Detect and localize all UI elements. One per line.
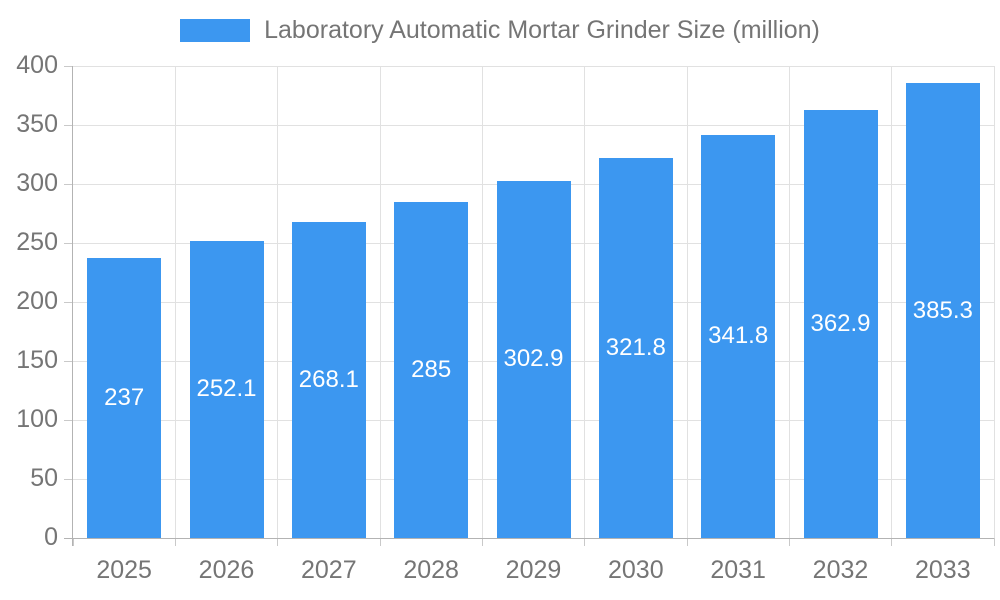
gridline-horizontal [73, 124, 994, 126]
y-axis-tick [64, 419, 73, 421]
bar[interactable] [803, 109, 878, 538]
gridline-vertical [993, 66, 995, 538]
gridline-vertical [174, 66, 176, 538]
y-axis-tick [64, 242, 73, 244]
y-axis-tick-label: 0 [44, 523, 58, 551]
x-axis-tick [788, 538, 790, 546]
x-axis-tick [584, 538, 586, 546]
bar[interactable] [291, 221, 366, 538]
gridline-horizontal [73, 65, 994, 67]
y-axis-tick-label: 50 [30, 464, 58, 492]
x-axis-line [64, 538, 994, 539]
x-axis-tick [891, 538, 893, 546]
y-axis-tick [64, 478, 73, 480]
bar-value-label: 321.8 [605, 334, 666, 362]
gridline-vertical [277, 66, 279, 538]
y-axis-tick-label: 400 [16, 51, 58, 79]
y-axis-tick-label: 300 [16, 169, 58, 197]
y-axis-tick [64, 301, 73, 303]
y-axis-tick [64, 124, 73, 126]
y-axis-tick [64, 183, 73, 185]
bar[interactable] [189, 240, 264, 538]
y-axis-tick-label: 250 [16, 228, 58, 256]
x-axis-label: 2030 [608, 556, 664, 584]
bar-value-label: 385.3 [912, 296, 973, 324]
x-axis-tick [993, 538, 995, 546]
bar[interactable] [394, 201, 469, 538]
gridline-vertical [584, 66, 586, 538]
y-axis-tick [64, 65, 73, 67]
x-axis-label: 2031 [710, 556, 766, 584]
x-axis-label: 2029 [505, 556, 562, 584]
x-axis-label: 2026 [198, 556, 255, 584]
y-axis-tick-label: 100 [16, 405, 58, 433]
y-axis-line [72, 66, 73, 546]
x-axis-tick [174, 538, 176, 546]
bar-value-label: 285 [411, 355, 452, 383]
y-axis-tick [64, 360, 73, 362]
x-axis-label: 2025 [96, 556, 152, 584]
gridline-vertical [891, 66, 893, 538]
x-axis-tick [481, 538, 483, 546]
bar-value-label: 268.1 [298, 365, 359, 393]
x-axis-label: 2033 [915, 556, 971, 584]
bar[interactable] [496, 180, 571, 538]
x-axis-tick [277, 538, 279, 546]
legend-item[interactable]: Laboratory Automatic Mortar Grinder Size… [0, 16, 1000, 45]
bar[interactable] [701, 134, 776, 538]
x-axis-tick [379, 538, 381, 546]
gridline-vertical [686, 66, 688, 538]
bar-value-label: 302.9 [503, 345, 564, 373]
x-axis-tick [686, 538, 688, 546]
x-axis-tick [72, 538, 74, 546]
y-axis-tick-label: 150 [16, 346, 58, 374]
x-axis-label: 2032 [812, 556, 869, 584]
bar-value-label: 362.9 [810, 309, 871, 337]
legend-label: Laboratory Automatic Mortar Grinder Size… [264, 16, 820, 44]
bar[interactable] [905, 83, 980, 538]
legend-swatch-icon [180, 19, 251, 42]
gridline-vertical [788, 66, 790, 538]
bar[interactable] [598, 158, 673, 538]
gridline-vertical [379, 66, 381, 538]
bar[interactable] [87, 258, 162, 538]
x-axis-label: 2028 [403, 556, 459, 584]
bar-value-label: 237 [104, 384, 145, 412]
bar-value-label: 341.8 [708, 322, 769, 350]
gridline-vertical [481, 66, 483, 538]
bar-value-label: 252.1 [196, 375, 257, 403]
y-axis-tick-label: 200 [16, 287, 58, 315]
y-axis-tick-label: 350 [16, 110, 58, 138]
x-axis-label: 2027 [301, 556, 357, 584]
